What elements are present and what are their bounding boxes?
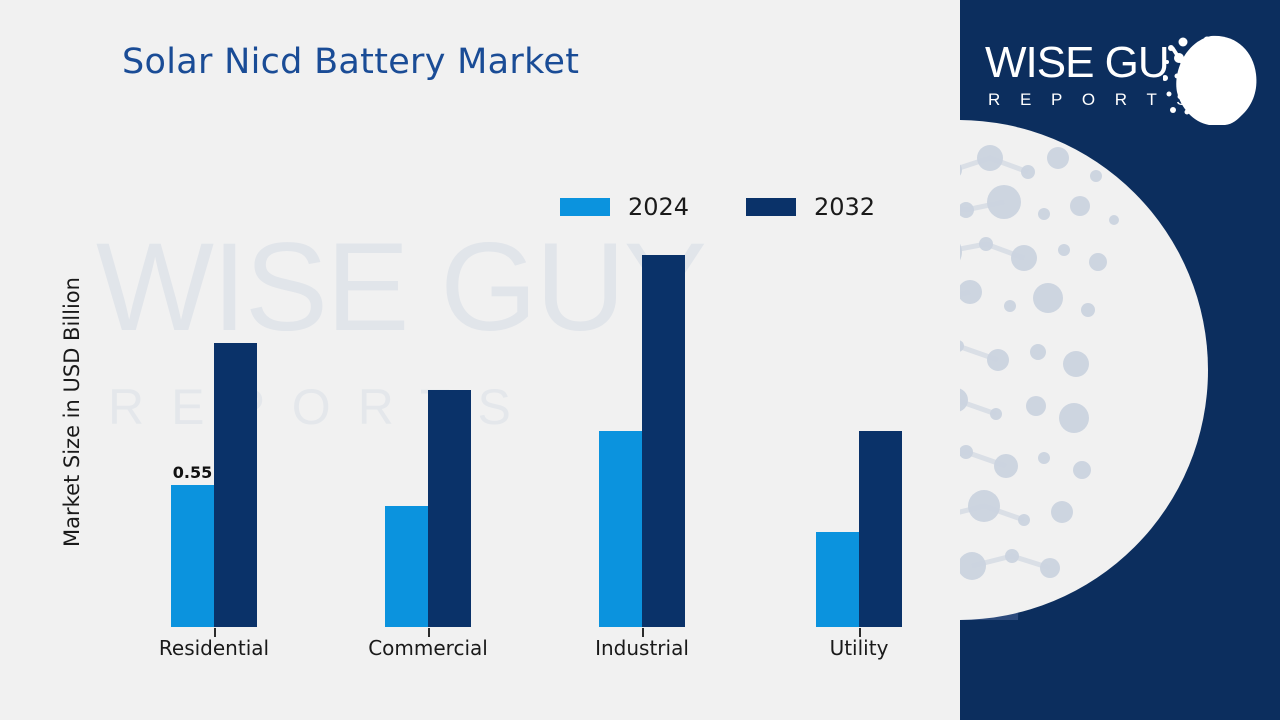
logo-head-dots-icon [1163, 35, 1257, 126]
x-axis-label-commercial: Commercial [368, 636, 488, 660]
bar-utility-2024 [816, 532, 859, 627]
bar-industrial-2032 [642, 255, 685, 627]
legend-label-2024: 2024 [628, 193, 690, 221]
x-axis-tick [642, 628, 644, 637]
bar-residential-2024 [171, 485, 214, 627]
x-axis-tick [859, 628, 861, 637]
bar-commercial-2024 [385, 506, 428, 627]
page-title: Solar Nicd Battery Market [122, 42, 580, 82]
legend-item-2032[interactable]: 2032 [746, 193, 875, 221]
x-axis-tick [214, 628, 216, 637]
bar-industrial-2024 [599, 431, 642, 627]
legend-label-2032: 2032 [814, 193, 876, 221]
brain-dot-pattern-icon [960, 145, 1119, 580]
bars-container: 0.55 Residential Commercial Industrial Utili… [158, 255, 902, 660]
bar-utility-2032 [859, 431, 902, 627]
x-axis-label-industrial: Industrial [595, 636, 689, 660]
brand-logo: WISE GUY R E P O R T S [985, 34, 1260, 126]
x-axis-tick [428, 628, 430, 637]
brand-panel [960, 0, 1280, 720]
chart-plot-area: Market Size in USD Billion 0.55 Residenti… [60, 255, 902, 660]
logo-subtitle: R E P O R T S [988, 90, 1196, 109]
bar-commercial-2032 [428, 390, 471, 627]
bar-residential-2032 [214, 343, 257, 627]
x-axis-label-utility: Utility [829, 636, 889, 660]
legend-swatch-2032 [746, 198, 796, 216]
bar-value-label: 0.55 [172, 463, 213, 482]
legend-item-2024[interactable]: 2024 [560, 193, 689, 221]
legend-swatch-2024 [560, 198, 610, 216]
x-axis-label-residential: Residential [158, 636, 270, 660]
